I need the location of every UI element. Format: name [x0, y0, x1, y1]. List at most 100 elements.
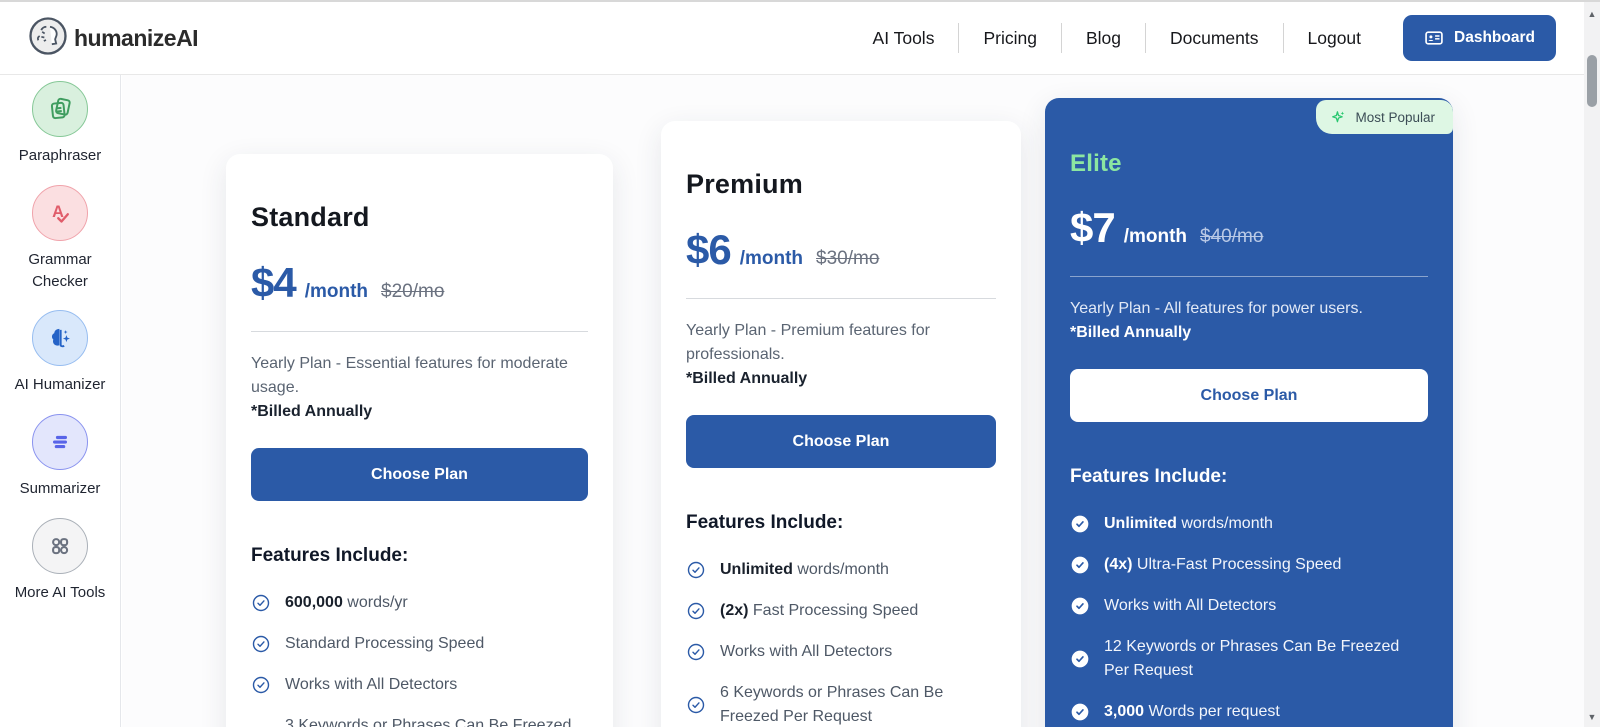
choose-plan-button-premium[interactable]: Choose Plan: [686, 415, 996, 468]
plan-price: $6: [686, 226, 732, 273]
feature-item: 600,000 words/yr: [251, 591, 588, 615]
logo-text: humanizeAI: [74, 24, 199, 51]
divider: [1070, 276, 1428, 277]
feature-item: Standard Processing Speed: [251, 632, 588, 656]
plan-card-premium: Premium $6 /month $30/mo Yearly Plan - P…: [661, 121, 1021, 727]
feature-item: 12 Keywords or Phrases Can Be Freezed Pe…: [1070, 635, 1428, 683]
features-list: 600,000 words/yr Standard Processing Spe…: [251, 591, 588, 727]
plan-description: Yearly Plan - Premium features for profe…: [686, 322, 930, 363]
feature-item: Works with All Detectors: [251, 673, 588, 697]
sidebar-item-summarizer[interactable]: Summarizer: [19, 414, 101, 500]
top-navigation: humanizeAI AI Tools Pricing Blog Documen…: [0, 2, 1584, 75]
sidebar-item-ai-humanizer[interactable]: AI Humanizer: [14, 310, 106, 396]
scrollbar-down-arrow[interactable]: ▼: [1587, 712, 1597, 722]
pricing-content: Standard $4 /month $20/mo Yearly Plan - …: [122, 75, 1584, 727]
plan-old-price: $20/mo: [381, 281, 445, 302]
choose-plan-button-standard[interactable]: Choose Plan: [251, 448, 588, 501]
sidebar-item-label: Grammar Checker: [28, 250, 92, 290]
plan-description: Yearly Plan - Essential features for mod…: [251, 355, 568, 396]
plan-price: $7: [1070, 204, 1116, 251]
check-circle-icon: [251, 634, 271, 654]
feature-item: Unlimited words/month: [686, 558, 996, 582]
feature-item: Works with All Detectors: [686, 640, 996, 664]
nav-item-documents[interactable]: Documents: [1169, 27, 1259, 48]
more-ai-tools-icon: [31, 517, 88, 574]
ai-humanizer-icon: [32, 310, 88, 367]
scrollbar-up-arrow[interactable]: ▲: [1587, 9, 1597, 19]
billing-note: *Billed Annually: [251, 403, 373, 420]
check-circle-icon: [1070, 702, 1090, 722]
feature-item: (4x) Ultra-Fast Processing Speed: [1070, 553, 1428, 577]
plan-price: $4: [251, 259, 297, 306]
features-heading: Features Include:: [686, 512, 844, 533]
feature-item: Unlimited words/month: [1070, 512, 1428, 536]
choose-plan-button-elite[interactable]: Choose Plan: [1070, 369, 1428, 422]
billing-note: *Billed Annually: [686, 370, 808, 387]
scrollbar-thumb[interactable]: [1587, 55, 1597, 107]
nav-divider: [1060, 23, 1062, 53]
svg-text:A: A: [52, 203, 64, 221]
sidebar-item-label: More AI Tools: [14, 583, 106, 601]
features-heading: Features Include:: [251, 545, 409, 566]
check-circle-icon: [1070, 555, 1090, 575]
price-row: $7 /month $40/mo: [1070, 204, 1428, 252]
plan-description: Yearly Plan - All features for power use…: [1070, 300, 1363, 317]
grammar-checker-icon: A: [32, 184, 88, 241]
plan-period: /month: [739, 248, 804, 269]
check-circle-icon: [251, 675, 271, 695]
divider: [251, 331, 588, 332]
nav-item-logout[interactable]: Logout: [1307, 27, 1362, 48]
sidebar-item-label: Paraphraser: [18, 147, 102, 164]
plan-card-standard: Standard $4 /month $20/mo Yearly Plan - …: [226, 154, 613, 727]
id-card-icon: [1424, 28, 1444, 48]
plan-period: /month: [304, 281, 369, 302]
feature-item: (2x) Fast Processing Speed: [686, 599, 996, 623]
vertical-scrollbar[interactable]: ▲ ▼: [1584, 2, 1600, 727]
logo[interactable]: humanizeAI: [28, 16, 199, 61]
sidebar-item-grammar-checker[interactable]: A Grammar Checker: [10, 184, 110, 293]
plan-card-elite: Most Popular Elite $7 /month $40/mo Year…: [1045, 98, 1453, 727]
check-circle-icon: [686, 601, 706, 621]
sidebar-item-paraphraser[interactable]: Paraphraser: [18, 81, 102, 167]
check-circle-icon: [1070, 514, 1090, 534]
nav-item-blog[interactable]: Blog: [1085, 27, 1121, 48]
dashboard-button-label: Dashboard: [1454, 29, 1535, 46]
check-circle-icon: [686, 695, 706, 715]
nav-item-pricing[interactable]: Pricing: [983, 27, 1037, 48]
most-popular-label: Most Popular: [1355, 109, 1435, 125]
plan-name: Elite: [1070, 150, 1122, 177]
feature-item: 3,000 Words per request: [1070, 700, 1428, 724]
logo-icon: [28, 16, 68, 61]
nav-links: AI Tools Pricing Blog Documents Logout D…: [849, 15, 1556, 61]
plan-old-price: $30/mo: [816, 248, 880, 269]
plan-name: Standard: [251, 202, 370, 232]
feature-item: 3 Keywords or Phrases Can Be Freezed Per…: [285, 717, 572, 727]
sidebar-item-more-ai-tools[interactable]: More AI Tools: [14, 517, 106, 604]
billing-note: *Billed Annually: [1070, 324, 1192, 341]
features-heading: Features Include:: [1070, 466, 1228, 487]
plan-name: Premium: [686, 169, 803, 199]
nav-divider: [958, 23, 960, 53]
sparkle-icon: [1330, 109, 1347, 126]
check-circle-icon: [686, 642, 706, 662]
plan-old-price: $40/mo: [1200, 226, 1264, 247]
sidebar-item-label: AI Humanizer: [14, 376, 106, 394]
tools-sidebar: Paraphraser A Grammar Checker AI Humaniz…: [0, 75, 121, 727]
feature-item: Works with All Detectors: [1070, 594, 1428, 618]
nav-divider: [1144, 23, 1146, 53]
features-list: Unlimited words/month (4x) Ultra-Fast Pr…: [1070, 512, 1428, 727]
price-row: $4 /month $20/mo: [251, 259, 588, 307]
features-list: Unlimited words/month (2x) Fast Processi…: [686, 558, 996, 727]
check-circle-icon: [1070, 596, 1090, 616]
feature-item: 6 Keywords or Phrases Can Be Freezed Per…: [686, 681, 996, 727]
summarizer-icon: [31, 414, 88, 470]
divider: [686, 298, 996, 299]
check-circle-icon: [686, 560, 706, 580]
check-circle-icon: [251, 593, 271, 613]
price-row: $6 /month $30/mo: [686, 226, 996, 274]
sidebar-item-label: Summarizer: [19, 480, 101, 497]
plan-period: /month: [1123, 226, 1188, 247]
check-circle-icon: [1070, 649, 1090, 669]
nav-item-ai-tools[interactable]: AI Tools: [872, 27, 935, 48]
dashboard-button[interactable]: Dashboard: [1403, 15, 1556, 61]
